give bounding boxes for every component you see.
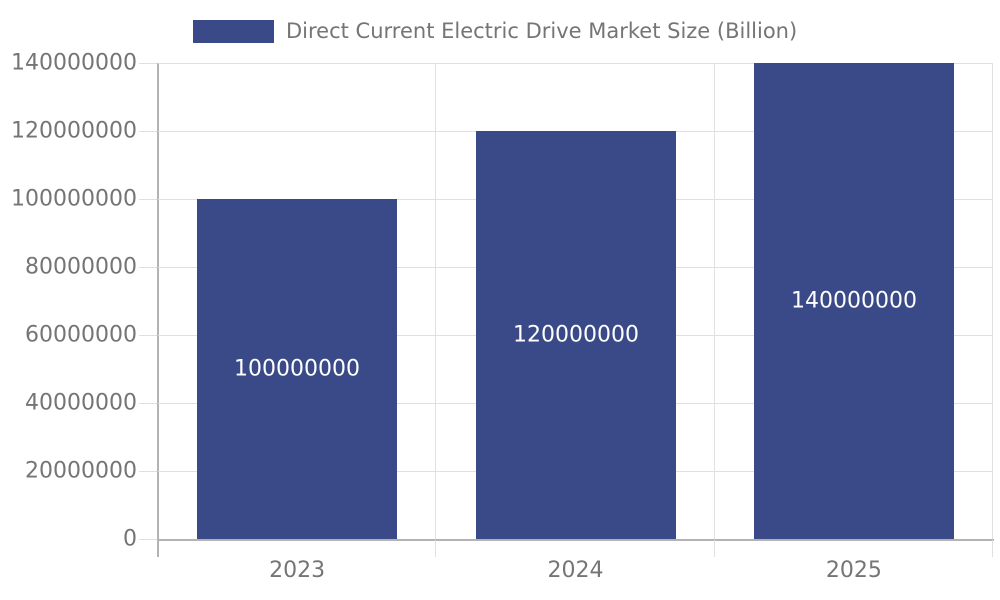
x-tick-label: 2024 — [547, 558, 604, 583]
x-tick-label: 2023 — [269, 558, 326, 583]
y-tick-mark — [139, 131, 157, 132]
x-tick-mark — [435, 540, 437, 557]
y-tick-label: 20000000 — [25, 458, 137, 484]
y-tick-mark — [139, 63, 157, 64]
y-tick-label: 120000000 — [11, 118, 137, 144]
y-tick-label: 40000000 — [25, 390, 137, 416]
y-tick-label: 140000000 — [11, 50, 137, 76]
y-tick-mark — [139, 471, 157, 472]
y-tick-label: 80000000 — [25, 254, 137, 280]
gridline-vertical — [435, 63, 437, 539]
y-tick-mark — [139, 539, 157, 540]
bar-value-label: 100000000 — [234, 356, 360, 382]
y-axis-line — [157, 63, 159, 557]
bars-layer: 100000000 120000000 140000000 — [158, 63, 993, 539]
legend-item[interactable]: Direct Current Electric Drive Market Siz… — [193, 12, 797, 50]
bar-2024: 120000000 — [476, 131, 676, 539]
bar-value-label: 120000000 — [513, 322, 639, 348]
y-tick-mark — [139, 199, 157, 200]
y-tick-mark — [139, 335, 157, 336]
y-tick-mark — [139, 403, 157, 404]
x-tick-mark — [713, 540, 715, 557]
legend-swatch — [193, 19, 274, 43]
bar-2025: 140000000 — [754, 63, 954, 539]
legend-label: Direct Current Electric Drive Market Siz… — [286, 19, 798, 43]
bar-2023: 100000000 — [197, 199, 397, 539]
x-tick-label: 2025 — [825, 558, 882, 583]
x-tick-mark — [992, 540, 993, 557]
y-tick-mark — [139, 267, 157, 268]
y-tick-label: 100000000 — [11, 186, 137, 212]
x-axis-line — [158, 539, 994, 541]
gridline-vertical — [713, 63, 715, 539]
gridline-vertical — [992, 63, 993, 539]
gridline-horizontal — [158, 63, 993, 64]
y-tick-label: 60000000 — [25, 322, 137, 348]
bar-value-label: 140000000 — [791, 288, 917, 314]
y-tick-label: 0 — [123, 526, 137, 552]
